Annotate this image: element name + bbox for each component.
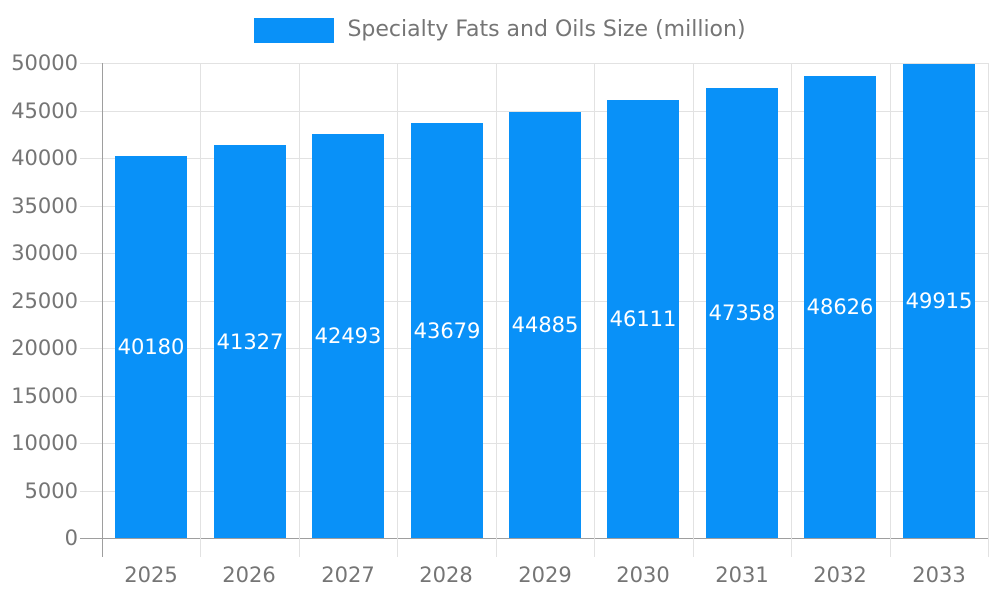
v-gridline — [496, 63, 497, 557]
v-gridline — [693, 63, 694, 557]
y-tick-label: 40000 — [11, 146, 78, 170]
v-gridline — [299, 63, 300, 557]
bar-value-label: 41327 — [216, 329, 284, 354]
bar[interactable]: 40180 — [115, 156, 187, 538]
bar[interactable]: 43679 — [411, 123, 483, 538]
v-gridline — [988, 63, 989, 557]
bar-value-label: 44885 — [511, 313, 579, 337]
v-gridline — [890, 63, 891, 557]
y-tick-label: 50000 — [11, 51, 78, 75]
y-tick-label: 15000 — [11, 384, 78, 408]
bar-value-label: 42493 — [314, 324, 382, 348]
bar[interactable]: 48626 — [804, 76, 876, 538]
y-tick-label: 0 — [64, 526, 78, 550]
bar-value-label: 48626 — [806, 295, 874, 319]
y-tick-label: 45000 — [11, 99, 78, 123]
legend: Specialty Fats and Oils Size (million) — [0, 16, 1000, 44]
x-tick-label: 2029 — [518, 563, 572, 587]
v-gridline — [200, 63, 201, 557]
v-gridline — [594, 63, 595, 557]
bar-value-label: 49915 — [905, 289, 973, 313]
h-gridline — [80, 63, 988, 64]
y-tick-label: 20000 — [11, 336, 78, 360]
y-tick-label: 35000 — [11, 194, 78, 218]
bar-value-label: 40180 — [117, 335, 185, 359]
bar-value-label: 47358 — [708, 301, 776, 325]
legend-label: Specialty Fats and Oils Size (million) — [347, 17, 746, 42]
y-tick-label: 30000 — [11, 241, 78, 265]
h-gridline — [80, 111, 988, 112]
x-tick-label: 2026 — [222, 563, 276, 587]
v-gridline — [791, 63, 792, 557]
x-axis-line — [80, 538, 988, 539]
bar[interactable]: 47358 — [706, 88, 778, 538]
bar[interactable]: 49915 — [903, 64, 975, 538]
bar[interactable]: 44885 — [509, 112, 581, 538]
x-tick-label: 2028 — [419, 563, 473, 587]
x-tick-label: 2031 — [715, 563, 769, 587]
y-tick-label: 10000 — [11, 431, 78, 455]
y-axis-line — [102, 63, 103, 557]
bar[interactable]: 41327 — [214, 145, 286, 538]
legend-swatch — [254, 17, 335, 43]
x-tick-label: 2025 — [124, 563, 178, 587]
x-tick-label: 2030 — [616, 563, 670, 587]
bar-value-label: 43679 — [413, 318, 481, 343]
bar-value-label: 46111 — [609, 307, 677, 331]
y-tick-label: 25000 — [11, 289, 78, 313]
x-tick-label: 2032 — [813, 563, 867, 587]
y-tick-label: 5000 — [24, 479, 78, 503]
v-gridline — [397, 63, 398, 557]
x-tick-label: 2027 — [321, 563, 375, 587]
x-tick-label: 2033 — [912, 563, 966, 587]
bar[interactable]: 42493 — [312, 134, 384, 538]
bar[interactable]: 46111 — [607, 100, 679, 538]
